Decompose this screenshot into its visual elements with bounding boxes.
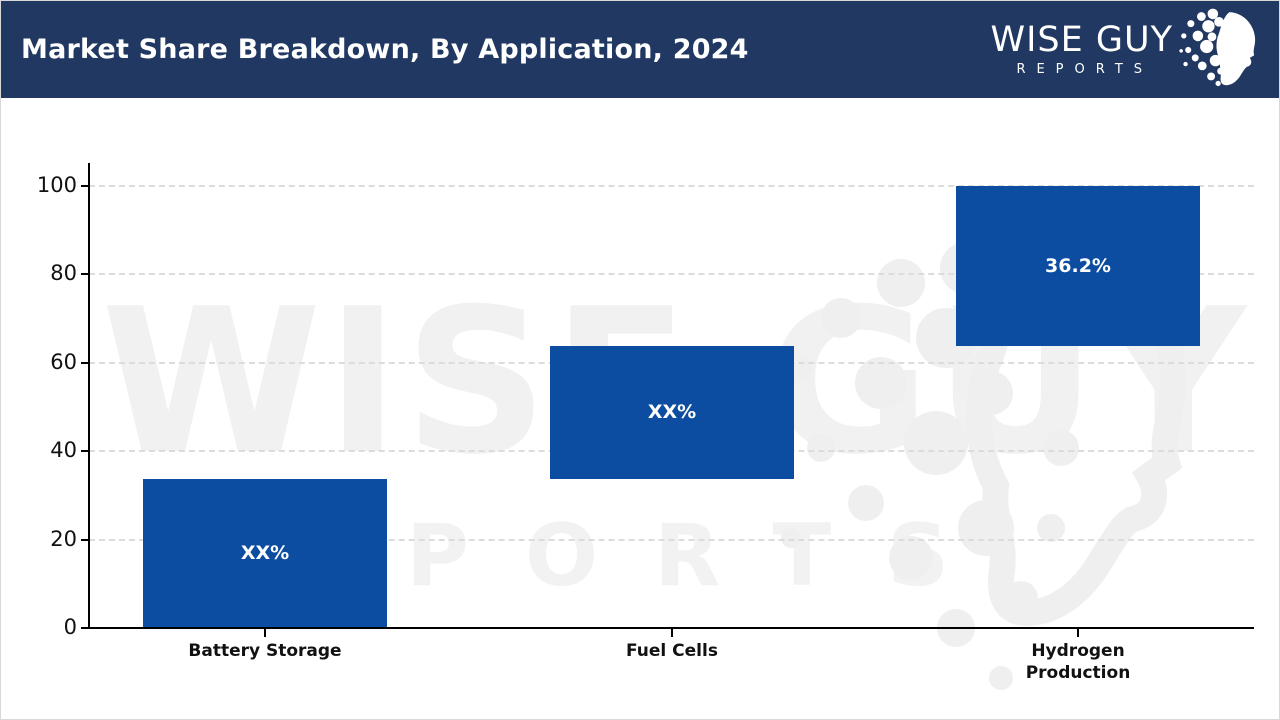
x-axis-tick-mark xyxy=(264,629,266,637)
wiseguy-face-icon xyxy=(1179,8,1256,86)
gridline xyxy=(89,273,1254,276)
gridline xyxy=(89,185,1254,187)
page-title: Market Share Breakdown, By Application, … xyxy=(21,34,749,65)
logo-wordmark: WISE GUY xyxy=(990,20,1173,60)
y-axis-tick-mark xyxy=(81,538,89,541)
y-axis-tick-label: 80 xyxy=(50,261,77,286)
y-axis-tick-label: 0 xyxy=(63,615,77,639)
bar-value-label: XX% xyxy=(647,401,697,424)
x-axis-line xyxy=(88,627,1254,629)
x-axis-tick-mark xyxy=(671,629,673,637)
chart-canvas: WISE GUY REPORTS 0 20 40 60 80 100 XX% Battery … xyxy=(1,98,1279,719)
bar-segment: 36.2% xyxy=(956,186,1200,346)
y-axis-tick-label: 20 xyxy=(50,526,77,551)
y-axis-tick-label: 60 xyxy=(50,349,77,374)
y-axis-tick-mark xyxy=(81,361,89,364)
y-axis-tick-mark xyxy=(81,185,89,187)
x-axis-category-label: Hydrogen Production xyxy=(1025,641,1131,683)
y-axis-tick-mark xyxy=(81,627,89,629)
y-axis-tick-label: 100 xyxy=(36,173,77,197)
wiseguy-logo: WISE GUY REPORTS xyxy=(990,8,1263,92)
logo-sub-wordmark: REPORTS xyxy=(1016,62,1154,77)
y-axis-tick-mark xyxy=(81,273,89,276)
x-axis-category-label: Fuel Cells xyxy=(626,641,718,661)
header-bar: Market Share Breakdown, By Application, … xyxy=(1,1,1279,98)
x-axis-category-label: Battery Storage xyxy=(188,641,342,661)
bar-value-label: XX% xyxy=(240,542,290,565)
y-axis-tick-mark xyxy=(81,450,89,453)
bar-segment: XX% xyxy=(550,346,794,479)
bar-value-label: 36.2% xyxy=(1045,255,1111,277)
x-axis-tick-mark xyxy=(1077,629,1079,637)
gridline xyxy=(89,538,1254,541)
y-axis-tick-label: 40 xyxy=(50,438,77,463)
y-axis-line xyxy=(88,163,90,629)
bar-segment: XX% xyxy=(143,478,387,628)
